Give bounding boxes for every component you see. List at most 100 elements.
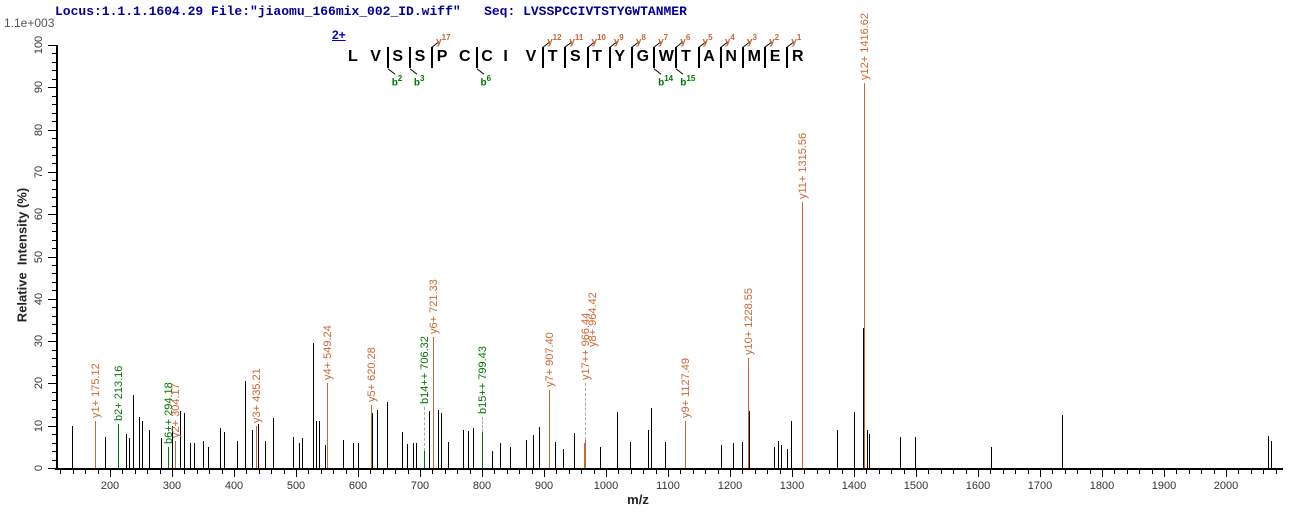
fragment-cleavage-divider [630, 47, 633, 68]
y-axis-tick-label: 50 [33, 250, 45, 263]
x-axis-tick [1201, 470, 1202, 474]
x-axis-tick-label: 1400 [841, 480, 867, 492]
y-axis-tick [52, 350, 56, 351]
y-axis-tick [52, 273, 56, 274]
x-axis-tick [432, 470, 433, 474]
x-axis-tick [817, 470, 818, 474]
y-ion-peak-line [433, 336, 434, 468]
peak [161, 438, 162, 468]
peak [651, 408, 652, 468]
peak [299, 442, 300, 468]
peak [721, 445, 722, 468]
peak [617, 411, 618, 468]
peak [500, 442, 501, 468]
x-axis-tick [98, 470, 99, 474]
y-axis-tick [52, 147, 56, 148]
sequence-residue: R [792, 48, 804, 65]
peak [749, 410, 750, 468]
y-ion-peak-line [685, 421, 686, 468]
x-axis-tick [222, 470, 223, 474]
x-axis-tick [308, 470, 309, 474]
fragment-cleavage-divider [475, 47, 478, 68]
peak [126, 434, 127, 468]
x-axis-tick-label: 900 [534, 480, 554, 492]
precursor-charge-label: 2+ [332, 28, 346, 42]
y-axis-tick [52, 316, 56, 317]
peak [319, 421, 320, 468]
y-axis-tick [52, 96, 56, 97]
y-ion-peak-label: y17++ 966.44 [580, 313, 592, 381]
fragment-cleavage-divider [586, 47, 589, 68]
peak [1271, 440, 1272, 468]
peak [791, 421, 792, 468]
x-axis-tick [1251, 470, 1252, 474]
fragment-cleavage-divider [386, 47, 389, 68]
y-axis-tick [48, 87, 56, 88]
b-ion-marker: b2 [391, 74, 403, 89]
peak [413, 442, 414, 468]
x-axis-tick [804, 470, 805, 474]
x-axis-tick [246, 470, 247, 474]
y-axis-tick [52, 197, 56, 198]
x-axis-tick [358, 470, 359, 477]
y-axis-tick [52, 240, 56, 241]
y-ion-peak-line [864, 83, 865, 468]
peak [203, 440, 204, 468]
x-axis-tick [470, 470, 471, 474]
y-axis-tick [52, 290, 56, 291]
peak [407, 444, 408, 468]
peak [510, 446, 511, 468]
x-axis-tick [693, 470, 694, 474]
b-ion-marker: b6 [480, 74, 492, 89]
x-axis-tick [197, 470, 198, 474]
x-axis-tick [383, 470, 384, 474]
y-axis-tick [48, 468, 56, 469]
y-ion-peak-label: y7+ 907.40 [544, 331, 556, 387]
sequence-residue: S [570, 48, 581, 65]
x-axis-tick [755, 470, 756, 474]
peak [991, 446, 992, 468]
y-ion-marker: y17 [436, 33, 451, 48]
y-axis-tick [52, 434, 56, 435]
y-ion-peak-label: y5+ 620.28 [366, 346, 378, 402]
peak [402, 432, 403, 468]
y-axis-tick [52, 282, 56, 283]
fragment-cleavage-divider [675, 47, 678, 68]
x-axis-tick-label: 700 [410, 480, 430, 492]
y-axis-tick [52, 443, 56, 444]
x-axis-tick [519, 470, 520, 474]
y-axis-tick [52, 400, 56, 401]
y-axis-tick [52, 392, 56, 393]
peak [224, 432, 225, 468]
x-axis-tick [482, 470, 483, 477]
peak [630, 441, 631, 468]
x-axis-tick [730, 470, 731, 477]
sequence-residue: I [503, 48, 508, 65]
fragment-cleavage-divider [741, 47, 744, 68]
x-axis-tick [544, 470, 545, 477]
x-axis-tick [1090, 470, 1091, 474]
peak [774, 446, 775, 468]
x-axis-tick [1114, 470, 1115, 474]
y-axis-tick [52, 248, 56, 249]
y-ion-peak-line [802, 201, 803, 468]
y-axis-tick [52, 307, 56, 308]
peak [429, 410, 430, 468]
peak [665, 441, 666, 468]
fragment-cleavage-divider [653, 47, 656, 68]
peak [448, 441, 449, 468]
y-axis-tick [52, 138, 56, 139]
peak [539, 426, 540, 468]
y-axis-tick-label: 40 [33, 292, 45, 305]
sequence-residue: T [681, 48, 691, 65]
y-ion-peak-line [371, 404, 372, 468]
fragment-cleavage-divider [542, 47, 545, 68]
peak [416, 442, 417, 468]
x-axis-tick-label: 800 [472, 480, 492, 492]
x-axis-line [55, 468, 1283, 470]
x-axis-tick [1226, 470, 1227, 477]
peak [252, 429, 253, 468]
label-leader-line [424, 406, 425, 452]
y-ion-peak-line [549, 389, 550, 468]
fragment-cleavage-divider [431, 47, 434, 68]
